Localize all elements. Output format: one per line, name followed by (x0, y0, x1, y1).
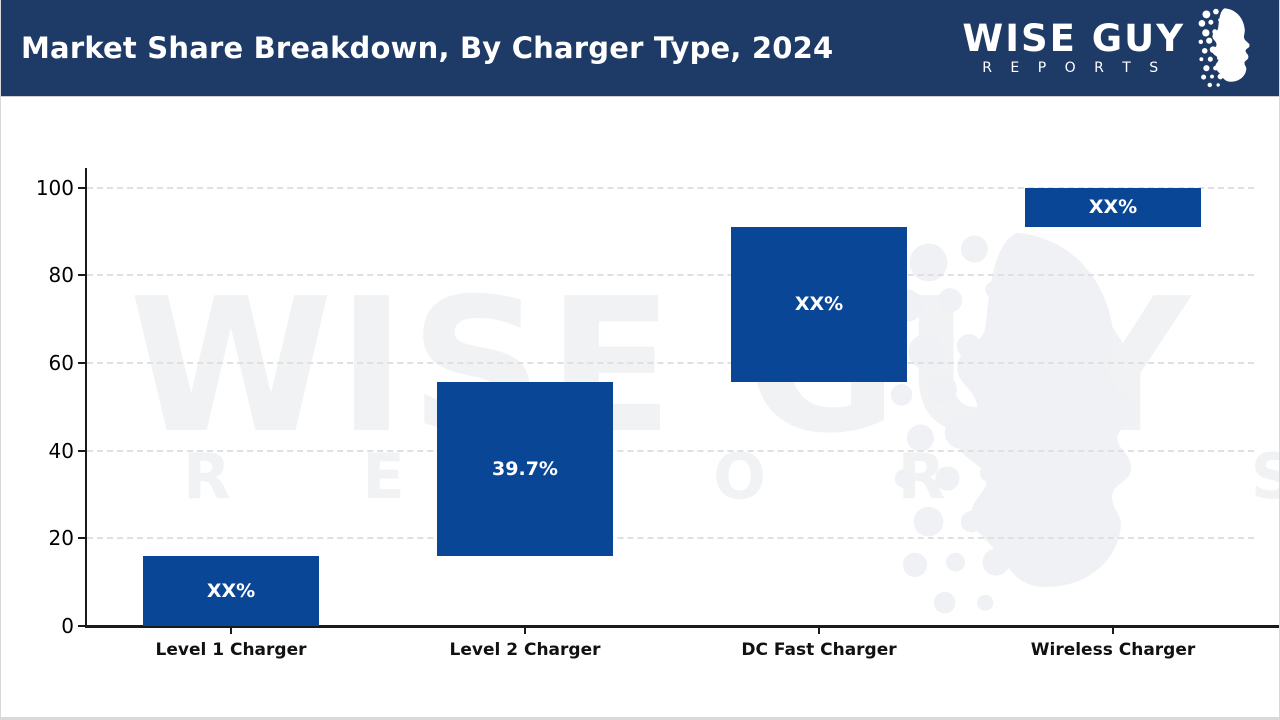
logo-word: WISE GUY (962, 17, 1185, 61)
bar-value-label-dc-fast-charger: XX% (794, 293, 844, 316)
wiseguy-logo: WISE GUY R E P O R T S (962, 6, 1263, 90)
bar-value-label-wireless-charger: XX% (1088, 196, 1138, 219)
gridline-80 (87, 274, 1254, 277)
gridline-100 (87, 186, 1254, 189)
x-tick-label-wireless-charger: Wireless Charger (1030, 640, 1196, 660)
y-tick-label-40: 40 (48, 438, 74, 463)
y-tick-label-80: 80 (48, 263, 74, 288)
y-tick-mark-60 (78, 361, 86, 364)
x-tick-label-dc-fast-charger: DC Fast Charger (741, 640, 897, 660)
gridline-20 (87, 537, 1254, 540)
bar-level-2-charger: 39.7% (437, 381, 613, 556)
x-tick-label-level-1-charger: Level 1 Charger (155, 640, 307, 660)
bar-level-1-charger: XX% (143, 555, 319, 626)
bar-value-label-level-1-charger: XX% (206, 579, 256, 602)
y-tick-mark-20 (78, 537, 86, 540)
y-tick-mark-100 (78, 186, 86, 189)
header: Market Share Breakdown, By Charger Type,… (1, 0, 1279, 97)
bar-value-label-level-2-charger: 39.7% (492, 457, 558, 480)
y-tick-mark-80 (78, 274, 86, 277)
page-title: Market Share Breakdown, By Charger Type,… (21, 31, 834, 65)
y-tick-label-20: 20 (48, 526, 74, 551)
y-tick-label-100: 100 (35, 175, 74, 200)
x-tick-mark-level-2-charger (524, 628, 526, 634)
x-tick-label-level-2-charger: Level 2 Charger (449, 640, 601, 660)
logo-subtext: R E P O R T S (982, 59, 1166, 76)
y-tick-label-0: 0 (61, 614, 74, 638)
y-tick-mark-40 (78, 449, 86, 452)
y-axis (85, 168, 87, 627)
gridline-60 (87, 361, 1254, 364)
x-tick-mark-dc-fast-charger (818, 628, 820, 634)
x-tick-mark-level-1-charger (230, 628, 232, 634)
x-tick-mark-wireless-charger (1112, 628, 1114, 634)
logo-wordmark: WISE GUY R E P O R T S (962, 17, 1185, 76)
y-tick-label-60: 60 (48, 350, 74, 375)
y-tick-mark-0 (78, 625, 86, 627)
watermark-head-icon (873, 222, 1173, 627)
gridline-40 (87, 449, 1254, 452)
wiseguy-head-icon (1189, 6, 1263, 90)
bar-dc-fast-charger: XX% (731, 226, 907, 382)
x-axis (85, 625, 1279, 628)
bar-wireless-charger: XX% (1025, 187, 1201, 227)
